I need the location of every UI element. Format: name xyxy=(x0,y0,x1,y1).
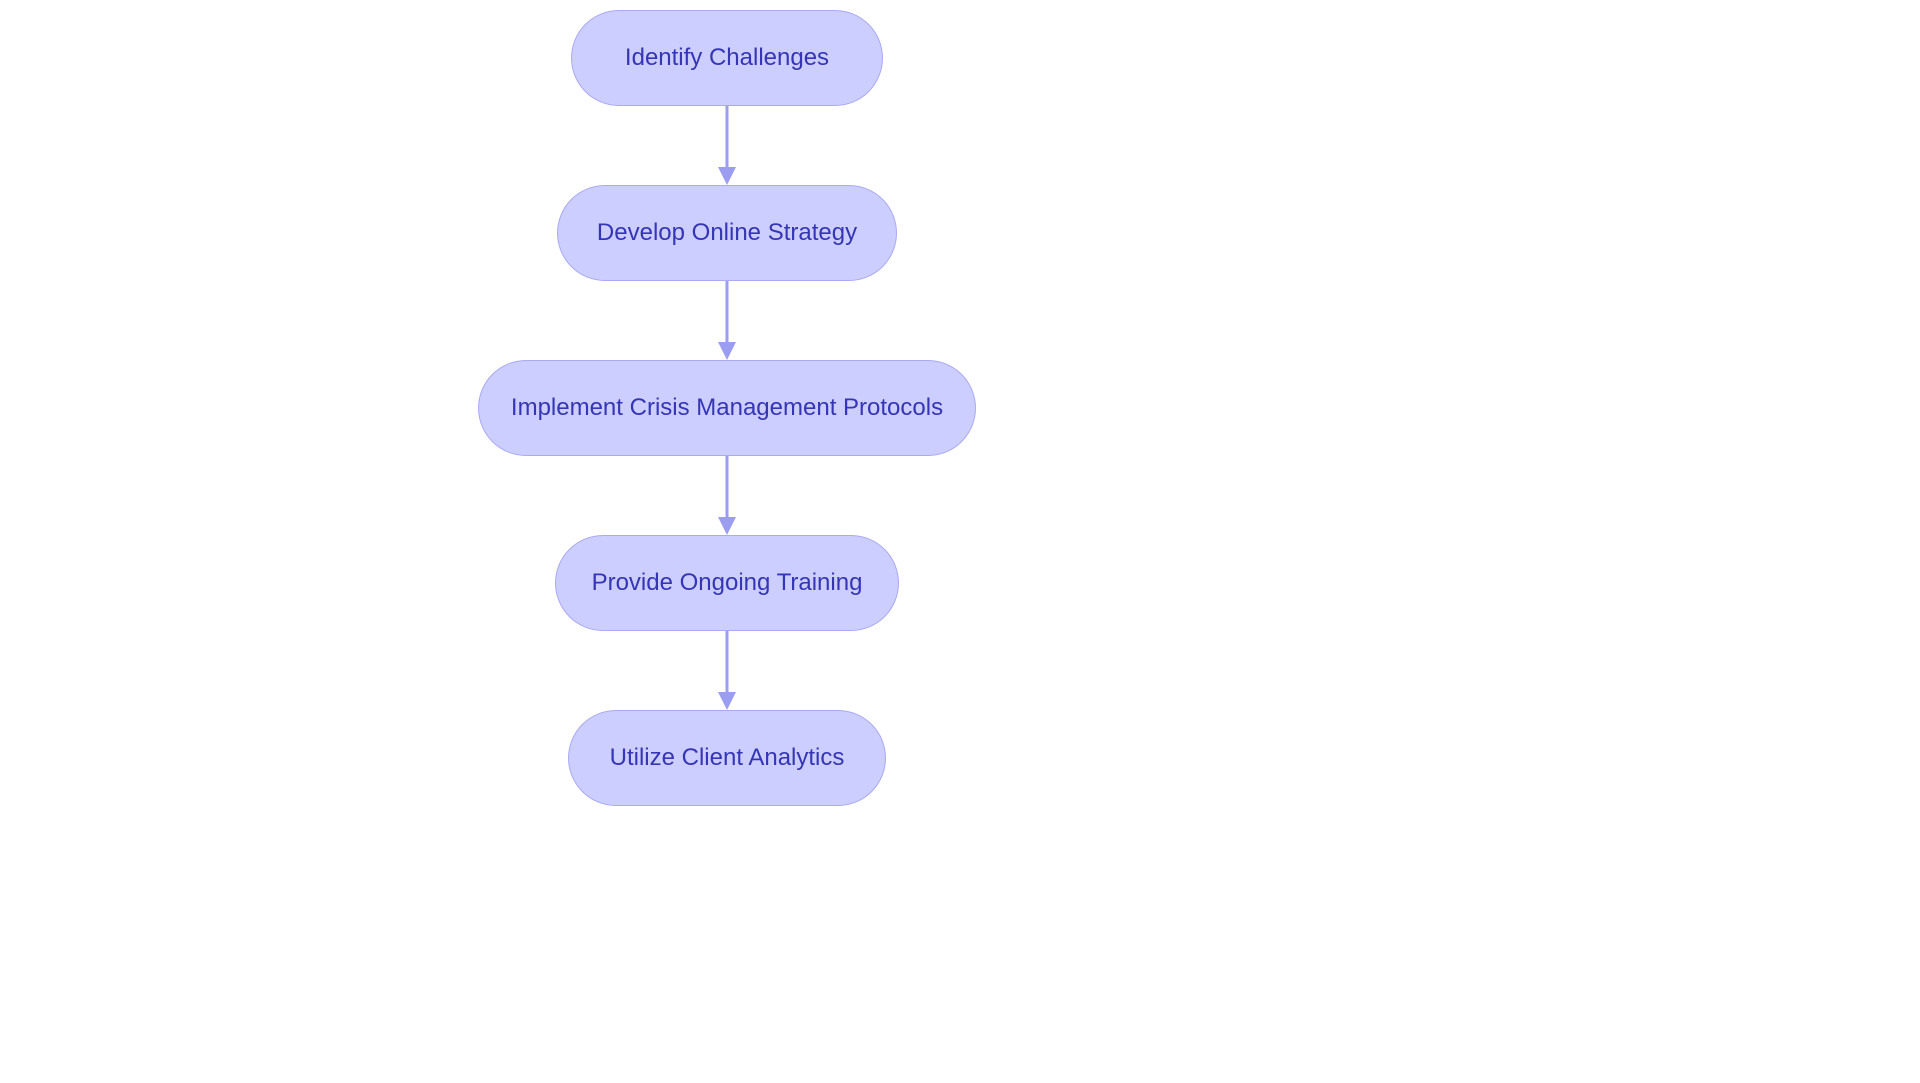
node-label: Develop Online Strategy xyxy=(597,219,857,247)
node-identify-challenges: Identify Challenges xyxy=(571,10,883,106)
flowchart-canvas: Identify Challenges Develop Online Strat… xyxy=(0,0,1920,1083)
node-label: Utilize Client Analytics xyxy=(610,744,845,772)
node-label: Provide Ongoing Training xyxy=(592,569,863,597)
node-label: Implement Crisis Management Protocols xyxy=(511,394,943,422)
node-implement-crisis-management: Implement Crisis Management Protocols xyxy=(478,360,976,456)
node-develop-online-strategy: Develop Online Strategy xyxy=(557,185,897,281)
edge-n2-n3 xyxy=(705,281,749,360)
edge-n1-n2 xyxy=(705,106,749,185)
edge-n4-n5 xyxy=(705,631,749,710)
edge-n3-n4 xyxy=(705,456,749,535)
node-utilize-client-analytics: Utilize Client Analytics xyxy=(568,710,886,806)
node-label: Identify Challenges xyxy=(625,44,829,72)
node-provide-ongoing-training: Provide Ongoing Training xyxy=(555,535,899,631)
